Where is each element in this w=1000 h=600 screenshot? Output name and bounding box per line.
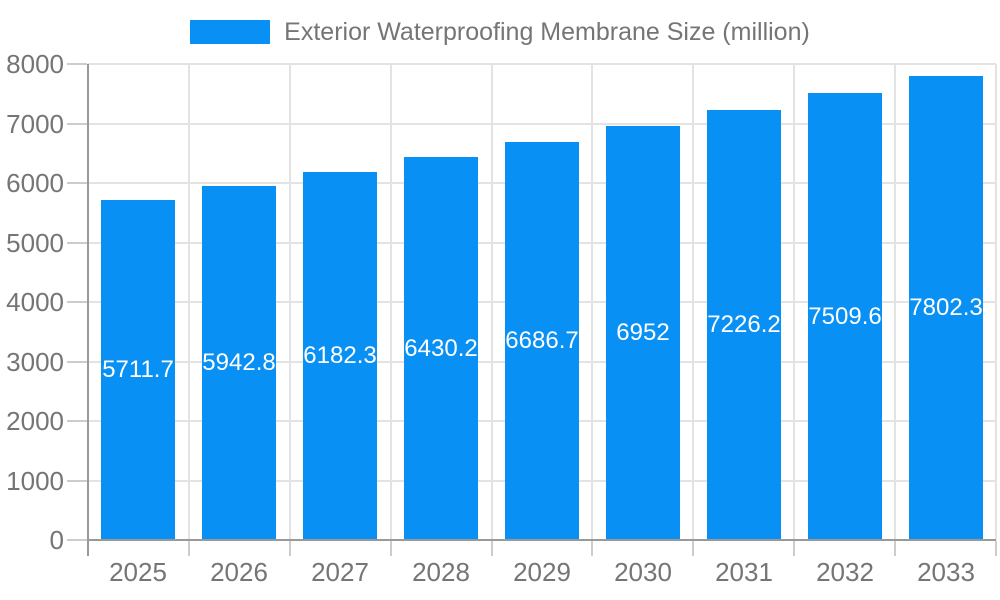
bar-2032[interactable] <box>808 93 882 540</box>
y-tick-mark <box>67 123 87 125</box>
h-gridline <box>88 123 996 125</box>
y-axis-line <box>87 64 89 556</box>
x-axis-label-2027: 2027 <box>311 557 369 587</box>
bar-2027[interactable] <box>303 172 377 540</box>
y-tick-mark <box>67 182 87 184</box>
bar-2030[interactable] <box>606 126 680 540</box>
bar-value-label: 5711.7 <box>102 356 174 383</box>
x-tick-mark <box>491 541 493 556</box>
x-axis-label-2032: 2032 <box>816 557 874 587</box>
bar-2031[interactable] <box>707 110 781 540</box>
v-gridline <box>591 64 593 540</box>
x-axis-line <box>87 539 996 541</box>
bar-value-label: 5942.8 <box>202 349 276 376</box>
y-tick-mark <box>67 420 87 422</box>
v-gridline <box>894 64 896 540</box>
x-axis-label-2028: 2028 <box>412 557 470 587</box>
v-gridline <box>188 64 190 540</box>
y-tick-mark <box>67 539 87 541</box>
bar-value-label: 6182.3 <box>303 342 377 369</box>
x-axis-label-2026: 2026 <box>210 557 268 587</box>
y-tick-mark <box>67 242 87 244</box>
bar-value-label: 7509.6 <box>808 303 882 330</box>
v-gridline <box>390 64 392 540</box>
bar-value-label: 6952 <box>616 319 670 346</box>
x-tick-mark <box>188 541 190 556</box>
y-axis-label-3000: 3000 <box>6 347 64 377</box>
x-axis-label-2031: 2031 <box>715 557 773 587</box>
y-axis-label-0: 0 <box>49 525 64 555</box>
v-gridline <box>491 64 493 540</box>
x-tick-mark <box>692 541 694 556</box>
v-gridline <box>692 64 694 540</box>
legend[interactable]: Exterior Waterproofing Membrane Size (mi… <box>0 19 1000 45</box>
x-axis-label-2025: 2025 <box>109 557 167 587</box>
x-tick-mark <box>793 541 795 556</box>
y-tick-mark <box>67 361 87 363</box>
v-gridline <box>289 64 291 540</box>
x-axis-label-2033: 2033 <box>917 557 975 587</box>
bar-value-label: 7226.2 <box>707 311 781 338</box>
v-gridline <box>995 64 997 540</box>
bar-value-label: 6430.2 <box>404 335 478 362</box>
x-tick-mark <box>995 541 997 556</box>
y-axis-label-2000: 2000 <box>6 406 64 436</box>
bar-value-label: 6686.7 <box>505 327 579 354</box>
legend-label: Exterior Waterproofing Membrane Size (mi… <box>284 18 810 46</box>
y-tick-mark <box>67 63 87 65</box>
bar-2033[interactable] <box>909 76 983 540</box>
x-tick-mark <box>390 541 392 556</box>
x-axis-label-2030: 2030 <box>614 557 672 587</box>
bar-value-label: 7802.3 <box>909 294 983 321</box>
x-tick-mark <box>591 541 593 556</box>
bar-2026[interactable] <box>202 186 276 540</box>
x-tick-mark <box>894 541 896 556</box>
v-gridline <box>793 64 795 540</box>
y-tick-mark <box>67 480 87 482</box>
bar-2028[interactable] <box>404 157 478 540</box>
x-axis-label-2029: 2029 <box>513 557 571 587</box>
y-axis-label-6000: 6000 <box>6 168 64 198</box>
legend-swatch <box>190 20 271 44</box>
bar-2029[interactable] <box>505 142 579 540</box>
y-axis-label-7000: 7000 <box>6 109 64 139</box>
y-tick-mark <box>67 301 87 303</box>
x-tick-mark <box>289 541 291 556</box>
y-axis-label-4000: 4000 <box>6 287 64 317</box>
y-axis-label-8000: 8000 <box>6 49 64 79</box>
y-axis-label-1000: 1000 <box>6 466 64 496</box>
h-gridline <box>88 63 996 65</box>
bar-2025[interactable] <box>101 200 175 540</box>
y-axis-label-5000: 5000 <box>6 228 64 258</box>
